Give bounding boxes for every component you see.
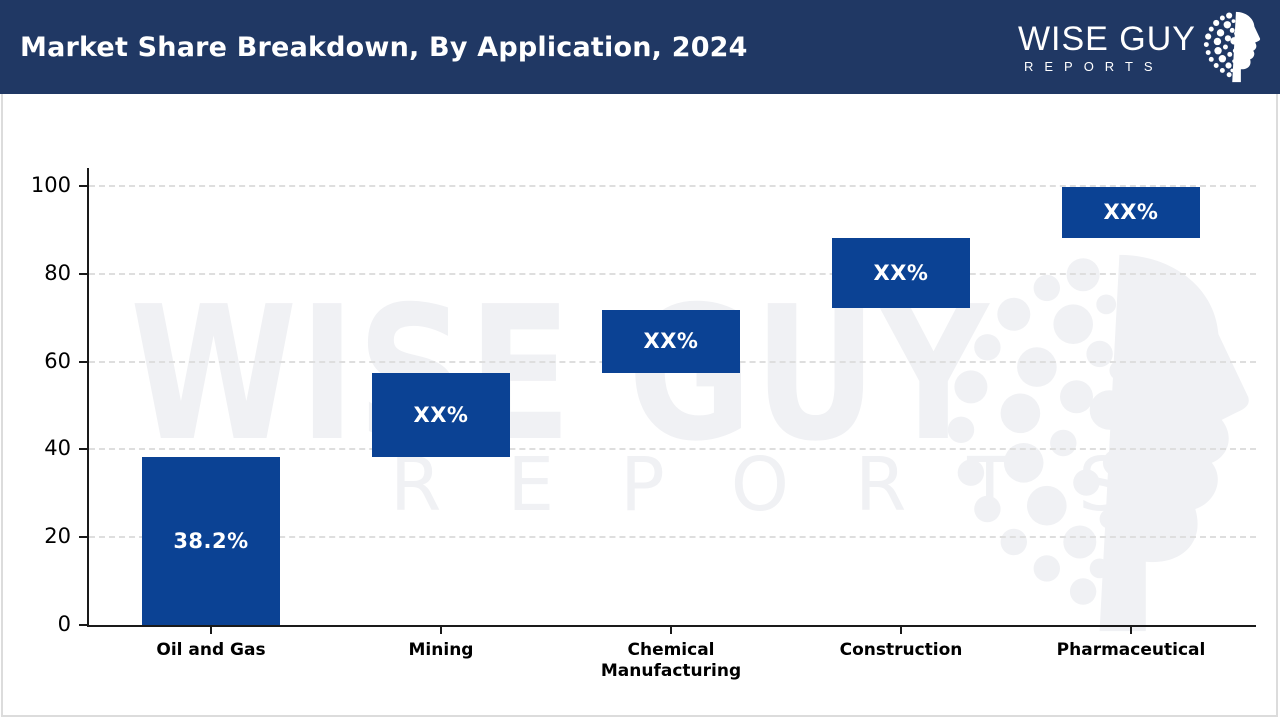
x-axis-tick (1130, 627, 1132, 634)
bar: XX% (1062, 186, 1200, 238)
y-axis-line (87, 168, 89, 627)
page-title: Market Share Breakdown, By Application, … (20, 31, 748, 63)
x-category-label: Chemical Manufacturing (600, 640, 742, 682)
gridline (89, 272, 1256, 275)
watermark-wordmark: WISE GUY (130, 266, 991, 482)
bar-value-label: XX% (643, 329, 699, 354)
bar: XX% (832, 237, 970, 309)
gridline (89, 185, 1256, 187)
x-category-label: Pharmaceutical (1056, 640, 1206, 660)
y-axis-tick-label: 40 (44, 436, 71, 461)
y-axis-tick-label: 60 (44, 348, 71, 373)
y-axis-tick (79, 272, 87, 275)
bar-value-label: XX% (873, 260, 929, 285)
watermark-head-icon (928, 228, 1258, 658)
y-axis-tick-label: 20 (44, 524, 71, 549)
report-header: Market Share Breakdown, By Application, … (0, 0, 1280, 94)
x-axis-tick (210, 627, 212, 634)
y-axis-tick (79, 536, 87, 539)
watermark-reports: REPORTS (390, 442, 1192, 528)
x-category-label: Oil and Gas (156, 640, 266, 660)
bar: XX% (372, 373, 510, 458)
y-axis-tick-label: 100 (30, 173, 71, 197)
bar-value-label: XX% (1103, 200, 1159, 225)
wise-guy-reports-logo: WISE GUY REPORTS (1018, 10, 1262, 84)
y-axis-tick (79, 185, 87, 187)
x-axis-tick (670, 627, 672, 634)
x-axis-line (87, 625, 1256, 627)
x-axis-tick (440, 627, 442, 634)
bar-value-label: XX% (413, 403, 469, 428)
bar-value-label: 38.2% (173, 529, 249, 554)
logo-line-reports: REPORTS (1023, 58, 1164, 74)
bar: XX% (602, 309, 740, 373)
logo-line-wise-guy: WISE GUY (1017, 19, 1196, 58)
x-category-label: Mining (408, 640, 474, 660)
y-axis-tick (79, 448, 87, 451)
y-axis-tick (79, 360, 87, 363)
gridline (89, 448, 1256, 451)
dotted-head-icon (1200, 10, 1262, 84)
y-axis-tick-label: 0 (57, 612, 71, 636)
logo-wordmark: WISE GUY REPORTS (1018, 22, 1196, 73)
x-axis-tick (900, 627, 902, 634)
bar: 38.2% (142, 457, 280, 625)
x-category-label: Construction (839, 640, 963, 660)
y-axis-tick (79, 624, 87, 626)
gridline (89, 536, 1256, 539)
y-axis-tick-label: 80 (44, 260, 71, 285)
